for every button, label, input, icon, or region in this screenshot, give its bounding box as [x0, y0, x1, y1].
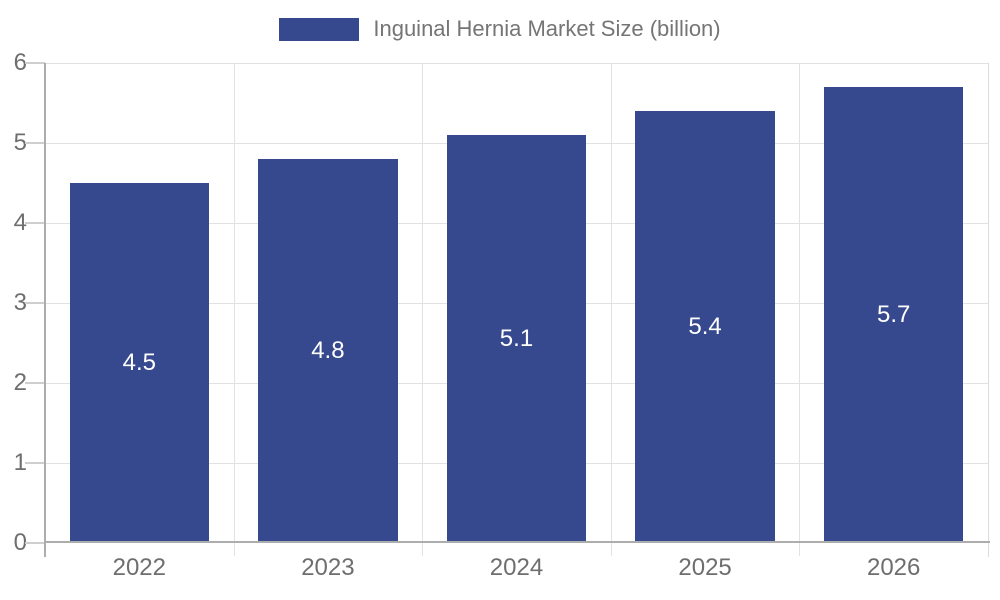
bar-value-label: 5.1 [499, 325, 534, 352]
legend[interactable]: Inguinal Hernia Market Size (billion) [0, 16, 1000, 42]
y-axis-line [44, 63, 46, 557]
y-tick-label: 2 [13, 369, 27, 397]
bar-value-label: 4.5 [122, 349, 156, 376]
v-gridline [233, 63, 235, 556]
y-axis-labels: 0 1 2 3 4 5 6 [0, 51, 27, 555]
x-tick-label: 2022 [112, 554, 166, 581]
x-tick-label: 2024 [489, 554, 544, 581]
plot-area: 4.5 4.8 5.1 5.4 5.7 [25, 62, 988, 556]
y-tick-label: 1 [13, 449, 27, 477]
x-axis-line [44, 541, 990, 543]
x-axis-labels: 2022 2023 2024 2025 2026 [45, 556, 988, 586]
right-spine [988, 63, 989, 557]
bar-value-label: 5.4 [688, 313, 722, 340]
v-gridline [422, 63, 424, 556]
bar-value-label: 5.7 [877, 301, 911, 328]
h-gridline [45, 63, 988, 64]
bar: 5.4 [635, 111, 775, 543]
y-tick-label: 3 [13, 289, 27, 316]
y-tick-mark [25, 302, 45, 304]
bar: 4.5 [69, 183, 210, 543]
bar-value-label: 4.8 [311, 337, 345, 364]
y-tick-label: 5 [13, 129, 27, 156]
x-tick-label: 2025 [678, 554, 732, 581]
y-tick-mark [25, 382, 45, 385]
legend-label: Inguinal Hernia Market Size (billion) [373, 16, 721, 41]
y-tick-label: 4 [13, 209, 27, 237]
y-tick-mark [25, 62, 45, 64]
y-tick-label: 0 [13, 529, 27, 556]
bar: 4.8 [258, 159, 398, 543]
bar: 5.7 [823, 87, 964, 543]
v-gridline [610, 63, 612, 556]
y-tick-mark [25, 542, 45, 544]
v-gridline [799, 63, 801, 556]
y-tick-label: 6 [13, 49, 27, 76]
bar: 5.1 [446, 135, 587, 543]
x-tick-label: 2026 [866, 554, 921, 581]
y-tick-mark [25, 142, 45, 144]
y-tick-mark [25, 462, 45, 465]
legend-swatch [279, 17, 360, 41]
y-tick-mark [25, 222, 45, 225]
x-tick-label: 2023 [301, 554, 355, 581]
